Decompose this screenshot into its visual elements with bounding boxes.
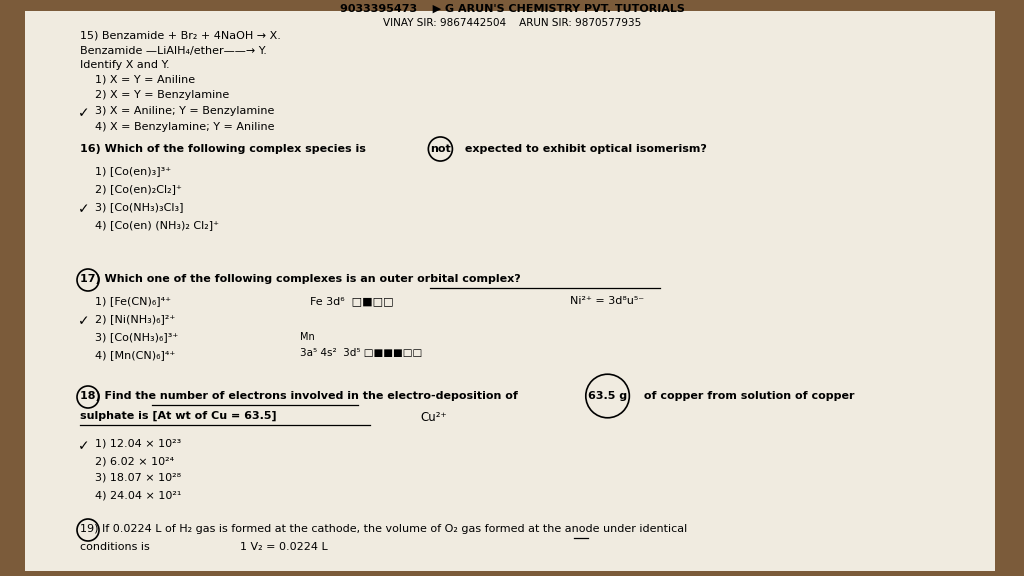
Text: 4) 24.04 × 10²¹: 4) 24.04 × 10²¹ — [95, 490, 181, 500]
Text: 1) [Co(en)₃]³⁺: 1) [Co(en)₃]³⁺ — [95, 166, 171, 176]
Text: 3) X = Aniline; Y = Benzylamine: 3) X = Aniline; Y = Benzylamine — [95, 106, 274, 116]
Text: 1) 12.04 × 10²³: 1) 12.04 × 10²³ — [95, 439, 181, 449]
Text: 3) 18.07 × 10²⁸: 3) 18.07 × 10²⁸ — [95, 473, 181, 483]
Text: ✓: ✓ — [78, 106, 90, 120]
Text: 15) Benzamide + Br₂ + 4NaOH → X.: 15) Benzamide + Br₂ + 4NaOH → X. — [80, 31, 281, 41]
Text: 4) X = Benzylamine; Y = Aniline: 4) X = Benzylamine; Y = Aniline — [95, 122, 274, 132]
Text: Fe 3d⁶  □■□□: Fe 3d⁶ □■□□ — [310, 296, 393, 306]
Text: 63.5 g: 63.5 g — [588, 391, 627, 401]
Text: 1 V₂ = 0.0224 L: 1 V₂ = 0.0224 L — [240, 542, 328, 552]
Text: Benzamide —LiAlH₄/ether——→ Y.: Benzamide —LiAlH₄/ether——→ Y. — [80, 46, 267, 56]
Text: VINAY SIR: 9867442504    ARUN SIR: 9870577935: VINAY SIR: 9867442504 ARUN SIR: 98705779… — [383, 18, 641, 28]
Text: ✓: ✓ — [78, 439, 90, 453]
Text: 4) [Mn(CN)₆]⁴⁺: 4) [Mn(CN)₆]⁴⁺ — [95, 350, 175, 360]
Text: 18) Find the number of electrons involved in the electro-deposition of: 18) Find the number of electrons involve… — [80, 391, 522, 401]
Text: 3) [Co(NH₃)₆]³⁺: 3) [Co(NH₃)₆]³⁺ — [95, 332, 178, 342]
Text: Cu²⁺: Cu²⁺ — [420, 411, 446, 424]
Text: Mn: Mn — [300, 332, 314, 342]
Text: 2) [Co(en)₂Cl₂]⁺: 2) [Co(en)₂Cl₂]⁺ — [95, 184, 182, 194]
Text: 4) [Co(en) (NH₃)₂ Cl₂]⁺: 4) [Co(en) (NH₃)₂ Cl₂]⁺ — [95, 220, 219, 230]
Text: 16) Which of the following complex species is: 16) Which of the following complex speci… — [80, 144, 370, 154]
Text: expected to exhibit optical isomerism?: expected to exhibit optical isomerism? — [461, 144, 707, 154]
Text: 1) [Fe(CN)₆]⁴⁺: 1) [Fe(CN)₆]⁴⁺ — [95, 296, 171, 306]
Text: 3a⁵ 4s²  3d⁵ □■■■□□: 3a⁵ 4s² 3d⁵ □■■■□□ — [300, 348, 422, 358]
Text: 19) If 0.0224 L of H₂ gas is formed at the cathode, the volume of O₂ gas formed : 19) If 0.0224 L of H₂ gas is formed at t… — [80, 524, 687, 534]
Text: 2) [Ni(NH₃)₆]²⁺: 2) [Ni(NH₃)₆]²⁺ — [95, 314, 175, 324]
Text: Identify X and Y.: Identify X and Y. — [80, 60, 170, 70]
Text: 2) X = Y = Benzylamine: 2) X = Y = Benzylamine — [95, 90, 229, 100]
Text: sulphate is [At wt of Cu = 63.5]: sulphate is [At wt of Cu = 63.5] — [80, 411, 276, 421]
Text: 1) X = Y = Aniline: 1) X = Y = Aniline — [95, 74, 196, 84]
Text: ✓: ✓ — [78, 314, 90, 328]
Text: 3) [Co(NH₃)₃Cl₃]: 3) [Co(NH₃)₃Cl₃] — [95, 202, 183, 212]
Text: not: not — [430, 144, 451, 154]
Text: 2) 6.02 × 10²⁴: 2) 6.02 × 10²⁴ — [95, 456, 174, 466]
Text: 17) Which one of the following complexes is an outer orbital complex?: 17) Which one of the following complexes… — [80, 274, 521, 284]
Text: Ni²⁺ = 3d⁸u⁵⁻: Ni²⁺ = 3d⁸u⁵⁻ — [570, 296, 644, 306]
Text: of copper from solution of copper: of copper from solution of copper — [640, 391, 854, 401]
Text: 9033395473    ▶ G ARUN'S CHEMISTRY PVT. TUTORIALS: 9033395473 ▶ G ARUN'S CHEMISTRY PVT. TUT… — [340, 4, 684, 14]
Text: ✓: ✓ — [78, 202, 90, 216]
Text: conditions is: conditions is — [80, 542, 150, 552]
